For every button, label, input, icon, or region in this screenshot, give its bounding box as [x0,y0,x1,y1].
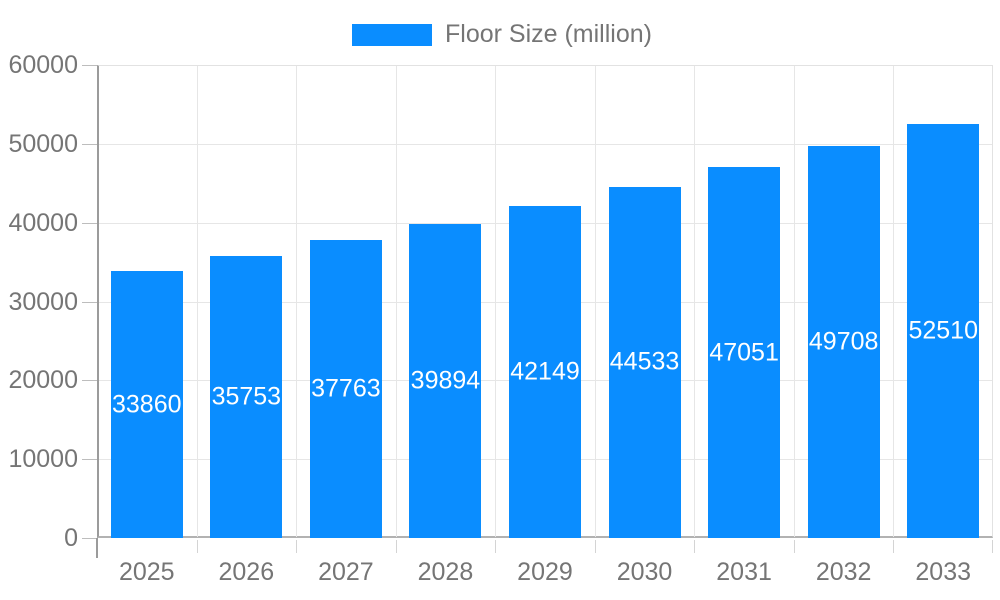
x-axis-tick-label: 2032 [815,558,872,586]
x-tick-mark [992,540,993,553]
x-axis-tick-label: 2026 [218,558,275,586]
bar-2033[interactable]: 52510 [907,124,980,538]
bar-value-label: 42149 [510,357,580,386]
bar-value-label: 52510 [908,316,978,345]
bar-value-label: 44533 [609,347,680,376]
bar-2029[interactable]: 42149 [509,205,581,538]
bar-value-label: 35753 [211,382,282,411]
x-axis-tick-label: 2031 [716,558,772,586]
y-axis-tick-label: 60000 [8,51,78,79]
x-axis-tick-label: 2027 [318,558,374,586]
x-axis-tick-label: 2030 [616,558,673,586]
bar-value-label: 39894 [410,366,481,395]
x-tick-mark [296,540,298,553]
gridline-vertical [296,66,298,537]
y-axis-tick-label: 40000 [8,208,78,237]
gridline-vertical [594,66,596,537]
gridline-vertical [694,66,696,537]
gridline-horizontal [99,143,992,145]
bar-value-label: 47051 [709,338,779,367]
bar-2030[interactable]: 44533 [608,186,681,538]
gridline-vertical [893,66,895,537]
y-tick-mark [82,143,97,145]
bar-value-label: 37763 [311,374,381,403]
y-tick-mark [82,380,97,382]
bar-2028[interactable]: 39894 [409,223,482,538]
y-axis-tick-label: 50000 [8,129,78,158]
bar-2031[interactable]: 47051 [708,167,781,538]
y-tick-mark [82,65,97,66]
bar-2032[interactable]: 49708 [807,146,880,538]
x-tick-mark [196,540,198,553]
gridline-vertical [196,66,198,537]
y-axis-line-extension [96,538,98,558]
legend-item[interactable]: Floor Size (million) [352,22,652,47]
x-tick-mark [395,540,397,553]
bar-value-label: 33860 [112,390,182,419]
x-tick-mark [594,540,596,553]
x-axis-tick-label: 2029 [517,558,573,586]
x-tick-mark [694,540,696,553]
bar-2027[interactable]: 37763 [309,240,382,538]
bar-value-label: 49708 [808,327,879,356]
x-axis-tick-label: 2025 [118,558,175,586]
gridline-vertical [793,66,795,537]
bar-2026[interactable]: 35753 [210,256,283,538]
y-axis-tick-label: 10000 [8,445,78,474]
gridline-vertical [395,66,397,537]
gridline-vertical [495,66,497,537]
x-tick-mark [793,540,795,553]
bar-2025[interactable]: 33860 [110,271,183,538]
x-axis-tick-label: 2033 [915,558,972,586]
y-axis-tick-label: 20000 [8,366,78,395]
y-axis-tick-label: 30000 [8,287,78,316]
y-tick-mark [82,301,97,303]
legend-swatch [352,23,432,46]
y-tick-mark [82,538,97,539]
x-tick-mark [893,540,895,553]
x-tick-mark [495,540,497,553]
y-tick-mark [82,459,97,461]
y-tick-mark [82,222,97,224]
x-axis-tick-label: 2028 [417,558,474,586]
legend-label: Floor Size (million) [445,20,652,48]
y-axis-tick-label: 0 [64,524,78,552]
